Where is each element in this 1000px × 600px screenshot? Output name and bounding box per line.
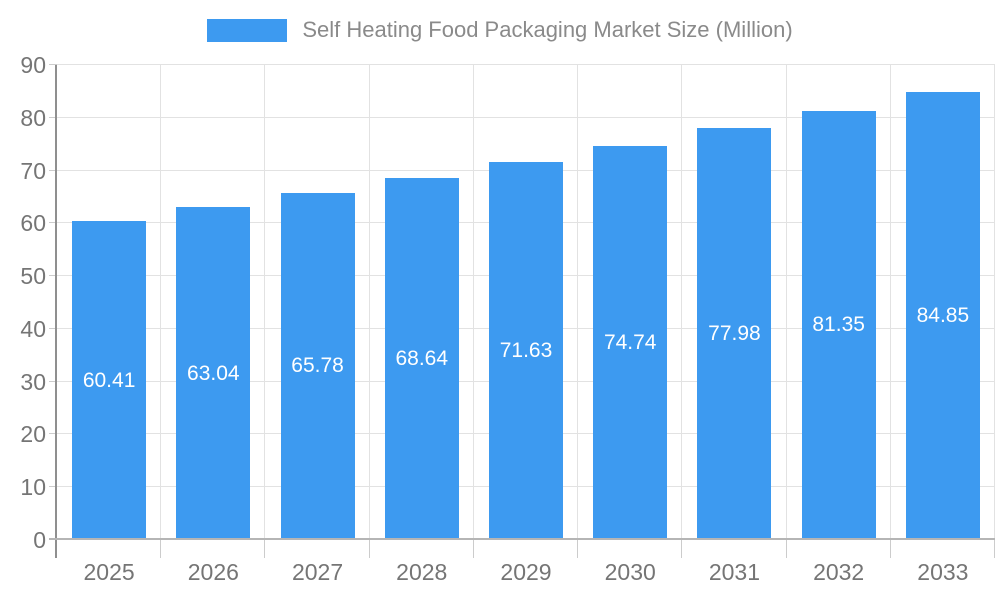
bar-value-label: 81.35: [812, 313, 865, 337]
x-gridline: [994, 65, 995, 540]
bar-2028[interactable]: [384, 177, 459, 540]
bar-2030[interactable]: [593, 145, 668, 540]
y-axis-tick: [49, 275, 57, 277]
bar-value-label: 68.64: [395, 346, 449, 370]
x-axis-tick: [264, 540, 266, 558]
y-axis-tick: [49, 222, 57, 224]
y-axis-tick: [49, 486, 57, 488]
y-axis-tick: [49, 380, 57, 382]
y-axis-tick: [49, 327, 57, 329]
y-axis-tick: [49, 169, 57, 171]
legend-label: Self Heating Food Packaging Market Size …: [302, 17, 793, 42]
y-axis-line: [55, 65, 57, 558]
x-axis-tick: [681, 540, 683, 558]
y-axis-tick: [49, 64, 57, 65]
x-axis-line: [49, 538, 995, 540]
bar-value-label: 71.63: [499, 338, 553, 362]
y-axis-label: 0: [33, 527, 46, 553]
x-axis-label: 2027: [291, 559, 344, 585]
y-axis-label: 20: [20, 421, 46, 448]
y-axis-label: 40: [20, 315, 46, 342]
y-axis-label: 50: [20, 263, 46, 290]
x-gridline: [368, 65, 370, 540]
bar-value-label: 77.98: [708, 322, 761, 346]
legend-swatch: [207, 18, 288, 42]
x-axis-label: 2025: [83, 559, 135, 585]
x-axis-tick: [785, 540, 787, 558]
bar-2031[interactable]: [697, 128, 772, 540]
x-gridline: [577, 65, 579, 540]
x-gridline: [472, 65, 474, 540]
x-axis-label: 2031: [708, 559, 761, 585]
x-axis-label: 2028: [396, 559, 448, 585]
y-axis-label: 90: [20, 52, 46, 78]
y-axis-label: 80: [20, 104, 46, 131]
y-gridline: [57, 64, 995, 65]
x-gridline: [681, 65, 683, 540]
bar-2033[interactable]: [905, 92, 980, 540]
x-axis-tick: [994, 540, 995, 558]
y-axis-label: 60: [20, 210, 46, 237]
x-axis-label: 2033: [917, 559, 969, 585]
x-axis-label: 2032: [813, 559, 865, 585]
bar-2032[interactable]: [801, 110, 876, 540]
y-axis-tick: [49, 433, 57, 435]
bar-value-label: 63.04: [187, 361, 240, 385]
bar-2029[interactable]: [489, 161, 563, 540]
y-axis-tick: [49, 116, 57, 118]
x-axis-label: 2030: [604, 559, 656, 585]
bar-2026[interactable]: [176, 207, 251, 540]
bar-2025[interactable]: [72, 221, 147, 540]
x-axis-tick: [889, 540, 891, 558]
y-axis-label: 30: [20, 368, 46, 395]
y-gridline: [57, 116, 995, 118]
bar-value-label: 74.74: [603, 330, 657, 354]
bar-2027[interactable]: [280, 192, 355, 540]
x-axis-label: 2026: [187, 559, 239, 585]
x-axis-tick: [160, 540, 162, 558]
x-axis-tick: [368, 540, 370, 558]
bar-value-label: 84.85: [916, 304, 970, 328]
legend[interactable]: Self Heating Food Packaging Market Size …: [0, 17, 1000, 43]
x-axis-label: 2029: [500, 559, 552, 585]
x-axis-tick: [577, 540, 579, 558]
x-axis-tick: [472, 540, 474, 558]
x-gridline: [785, 65, 787, 540]
y-axis-label: 10: [20, 474, 46, 501]
x-gridline: [264, 65, 266, 540]
bar-value-label: 65.78: [291, 354, 344, 378]
x-gridline: [160, 65, 162, 540]
x-gridline: [889, 65, 891, 540]
y-axis-label: 70: [20, 157, 46, 184]
bar-value-label: 60.41: [82, 368, 136, 392]
